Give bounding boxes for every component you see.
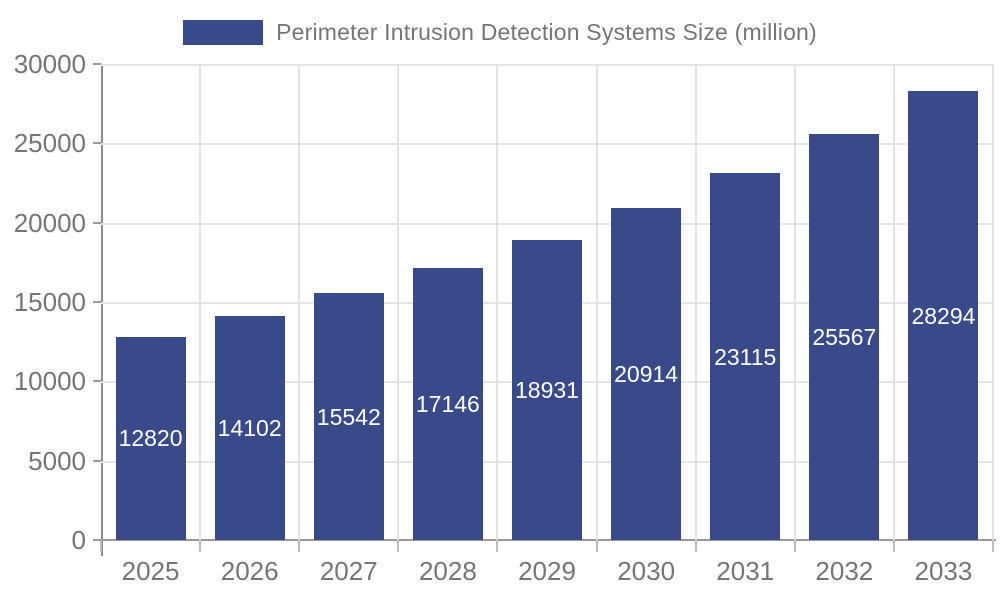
bar-2032[interactable]: 25567	[809, 134, 880, 540]
y-tick-15000	[93, 301, 101, 303]
y-axis-line	[101, 64, 103, 556]
x-axis-label-2029: 2029	[518, 556, 576, 586]
x-axis-label-2033: 2033	[914, 556, 973, 586]
y-axis-label-0: 0	[71, 525, 86, 555]
x-tick-0	[100, 540, 102, 552]
gridline-x-boundary-5	[595, 64, 598, 540]
gridline-x-boundary-1	[199, 64, 202, 540]
bar-2028[interactable]: 17146	[412, 267, 483, 540]
x-tick-4	[496, 540, 499, 552]
x-axis-label-2026: 2026	[220, 556, 279, 586]
y-axis-label-25000: 25000	[13, 128, 86, 159]
gridline-y-20000	[101, 222, 993, 225]
gridline-x-boundary-9	[992, 64, 994, 540]
legend-swatch	[183, 19, 264, 45]
x-axis-label-2032: 2032	[815, 556, 874, 586]
y-axis-label-30000: 30000	[13, 49, 86, 79]
x-axis-label-2030: 2030	[617, 556, 676, 586]
gridline-x-boundary-2	[298, 64, 301, 540]
bar-2033[interactable]: 28294	[908, 91, 979, 540]
gridline-x-boundary-3	[397, 64, 400, 540]
bar-value-2033: 28294	[911, 302, 976, 329]
y-tick-30000	[93, 63, 101, 65]
bar-2030[interactable]: 20914	[611, 208, 682, 540]
y-tick-0	[93, 539, 101, 541]
x-tick-2	[298, 540, 301, 552]
bar-value-2026: 14102	[217, 415, 282, 442]
bar-2025[interactable]: 12820	[115, 336, 186, 540]
x-tick-6	[694, 540, 697, 552]
x-tick-1	[199, 540, 202, 552]
y-tick-5000	[93, 459, 101, 462]
x-axis-label-2027: 2027	[319, 556, 378, 586]
x-axis-label-2028: 2028	[418, 556, 477, 586]
gridline-x-boundary-4	[496, 64, 499, 540]
legend[interactable]: Perimeter Intrusion Detection Systems Si…	[0, 14, 1000, 50]
bar-value-2032: 25567	[812, 324, 877, 351]
x-axis-label-2031: 2031	[716, 556, 775, 586]
y-tick-20000	[93, 221, 101, 224]
bar-2026[interactable]: 14102	[214, 316, 285, 540]
y-axis-label-10000: 10000	[13, 366, 86, 397]
gridline-y-25000	[101, 143, 993, 146]
bar-2029[interactable]: 18931	[512, 239, 582, 540]
bar-value-2031: 23115	[714, 343, 777, 370]
gridline-x-boundary-7	[793, 64, 796, 540]
y-tick-25000	[93, 142, 101, 145]
x-tick-9	[992, 540, 994, 552]
bar-value-2027: 15542	[316, 403, 381, 430]
x-tick-8	[892, 540, 895, 552]
y-axis-label-5000: 5000	[28, 445, 86, 476]
gridline-y-30000	[101, 64, 993, 66]
bar-value-2025: 12820	[118, 425, 183, 452]
x-tick-3	[397, 540, 400, 552]
plot-area: 12820 14102 15542 17146 18931 20914 23115 25567…	[101, 64, 994, 540]
bar-2027[interactable]: 15542	[313, 293, 384, 540]
bar-value-2029: 18931	[515, 376, 579, 403]
x-axis-label-2025: 2025	[121, 556, 180, 586]
gridline-x-boundary-8	[892, 64, 895, 540]
x-tick-7	[793, 540, 796, 552]
bar-value-2028: 17146	[415, 390, 480, 417]
bar-2031[interactable]: 23115	[710, 173, 781, 540]
gridline-x-boundary-6	[694, 64, 697, 540]
legend-label: Perimeter Intrusion Detection Systems Si…	[276, 18, 817, 45]
x-axis-line	[93, 539, 996, 541]
y-axis-label-15000: 15000	[13, 287, 86, 317]
bar-value-2030: 20914	[614, 361, 679, 388]
y-axis-label-20000: 20000	[13, 207, 86, 238]
x-tick-5	[595, 540, 598, 552]
y-tick-10000	[93, 380, 101, 383]
